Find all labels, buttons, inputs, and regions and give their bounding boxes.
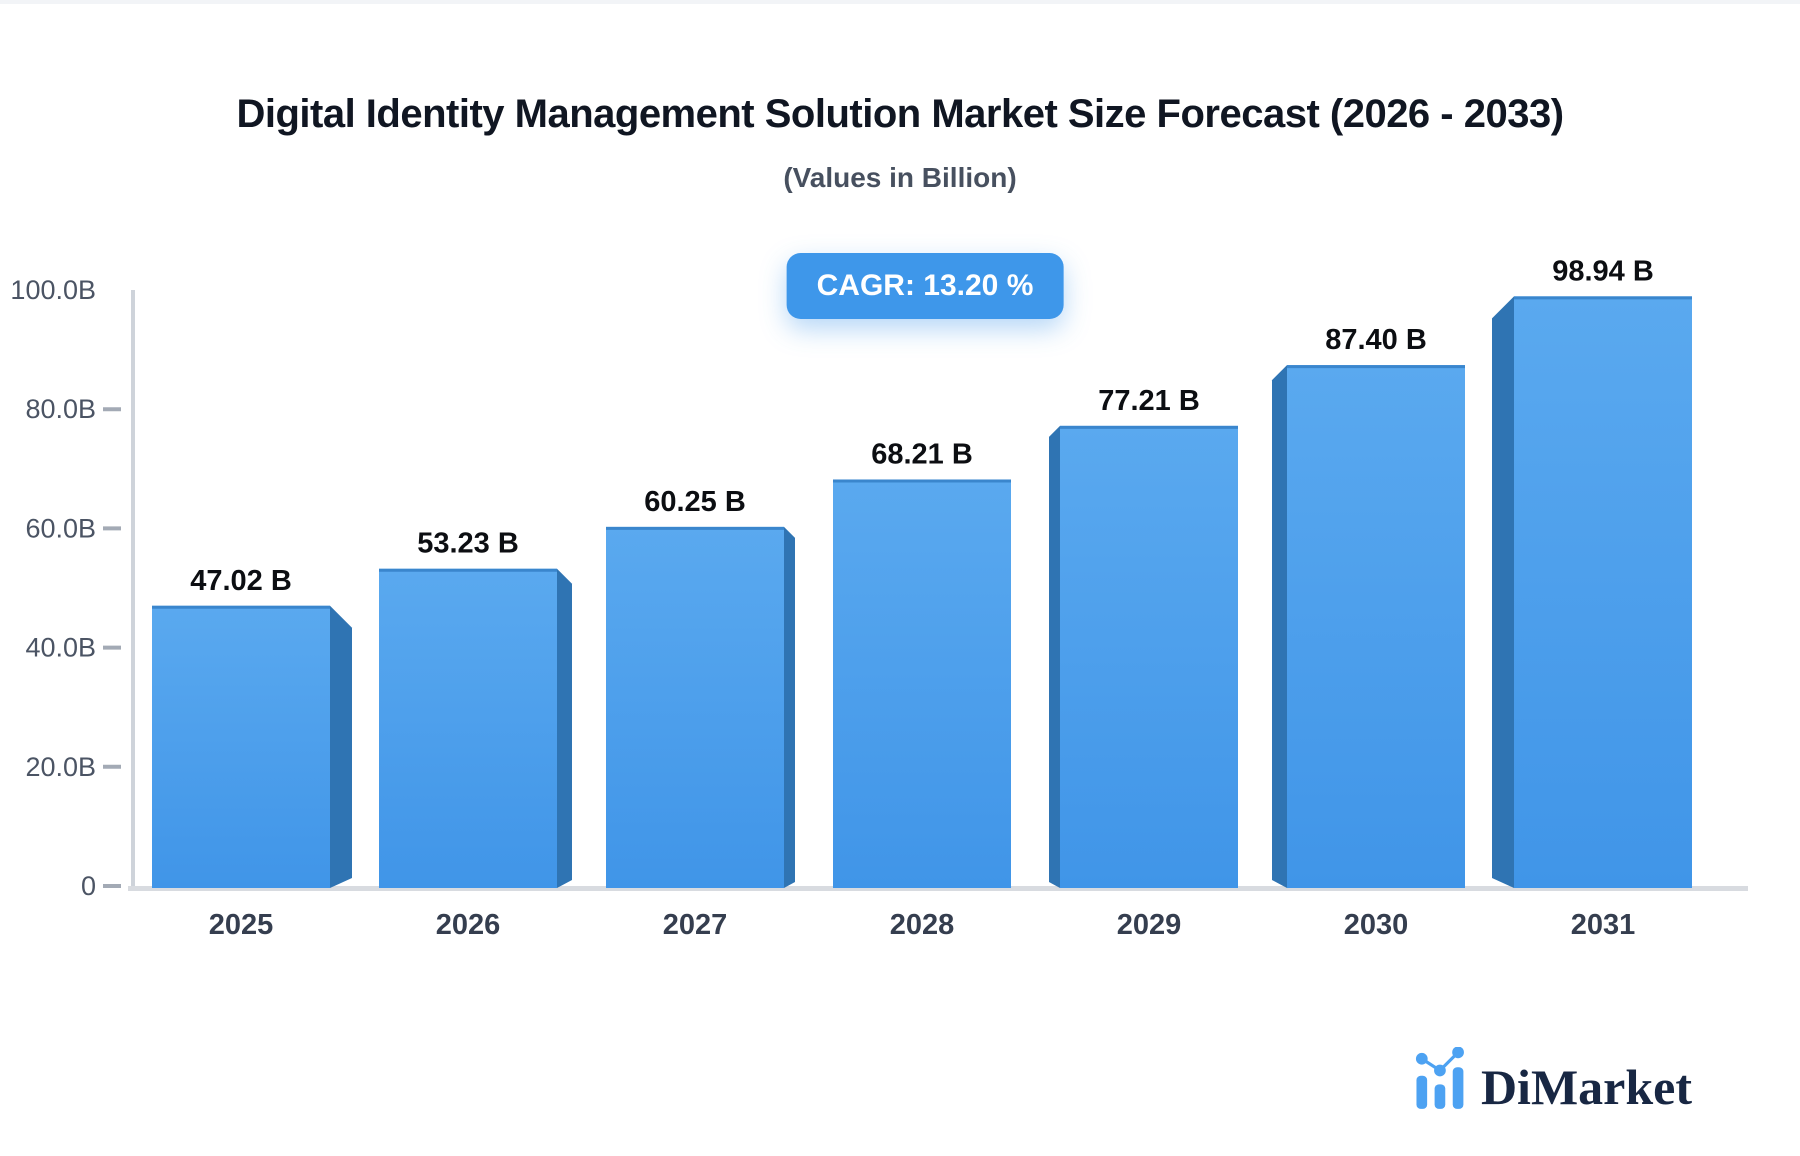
cagr-badge: CAGR: 13.20 % [786,253,1064,319]
bar-value-label: 87.40 B [1325,324,1427,356]
bar-side[interactable] [1272,365,1287,888]
y-axis-label: 0 [81,871,96,901]
y-axis-label: 20.0B [25,752,96,782]
bar-group: 77.21 B [1049,385,1238,888]
bar-side[interactable] [1492,296,1514,888]
bar-side[interactable] [330,605,352,888]
bar-group: 53.23 B [379,528,572,888]
bar-group: 87.40 B [1272,324,1465,888]
x-axis-label: 2029 [1117,909,1182,941]
y-axis-label: 60.0B [25,513,96,543]
y-axis-label: 100.0B [10,275,96,305]
y-axis-label: 80.0B [25,394,96,424]
bar-group: 98.94 B [1492,255,1692,888]
page-top-strip [0,0,1800,4]
bar-face[interactable] [1514,296,1692,888]
bar-side[interactable] [784,526,795,888]
x-axis-label: 2028 [890,909,955,941]
x-axis-label: 2025 [209,909,274,941]
bar-side[interactable] [557,568,572,888]
chart-subtitle: (Values in Billion) [783,162,1017,193]
chart-title: Digital Identity Management Solution Mar… [236,92,1564,136]
bar-chart-icon [1415,1047,1464,1109]
x-axis-label: 2030 [1344,909,1409,941]
bar-group: 68.21 B [833,438,1011,888]
bar-group: 60.25 B [606,486,795,888]
bar-face[interactable] [1287,365,1465,888]
bar-value-label: 60.25 B [644,486,746,518]
bar-value-label: 68.21 B [871,438,973,470]
bar-value-label: 98.94 B [1552,255,1654,287]
bar-group: 47.02 B [152,565,352,888]
bar-value-label: 53.23 B [417,528,519,560]
bar-face[interactable] [606,526,784,888]
bar-face[interactable] [379,568,557,888]
bar-value-label: 47.02 B [190,565,292,597]
x-axis-label: 2026 [436,909,501,941]
bar-side[interactable] [1049,425,1060,888]
dimarket-logo: DiMarket [1415,1047,1692,1112]
x-axis-label: 2027 [663,909,728,941]
bar-face[interactable] [1060,425,1238,888]
x-axis-label: 2031 [1571,909,1636,941]
dimarket-logo-text: DiMarket [1480,1059,1692,1115]
y-axis-line [131,290,135,886]
x-axis-line [128,886,1748,891]
y-axis-label: 40.0B [25,633,96,663]
bar-face[interactable] [833,479,1011,888]
bar-value-label: 77.21 B [1098,385,1200,417]
bar-face[interactable] [152,605,330,888]
